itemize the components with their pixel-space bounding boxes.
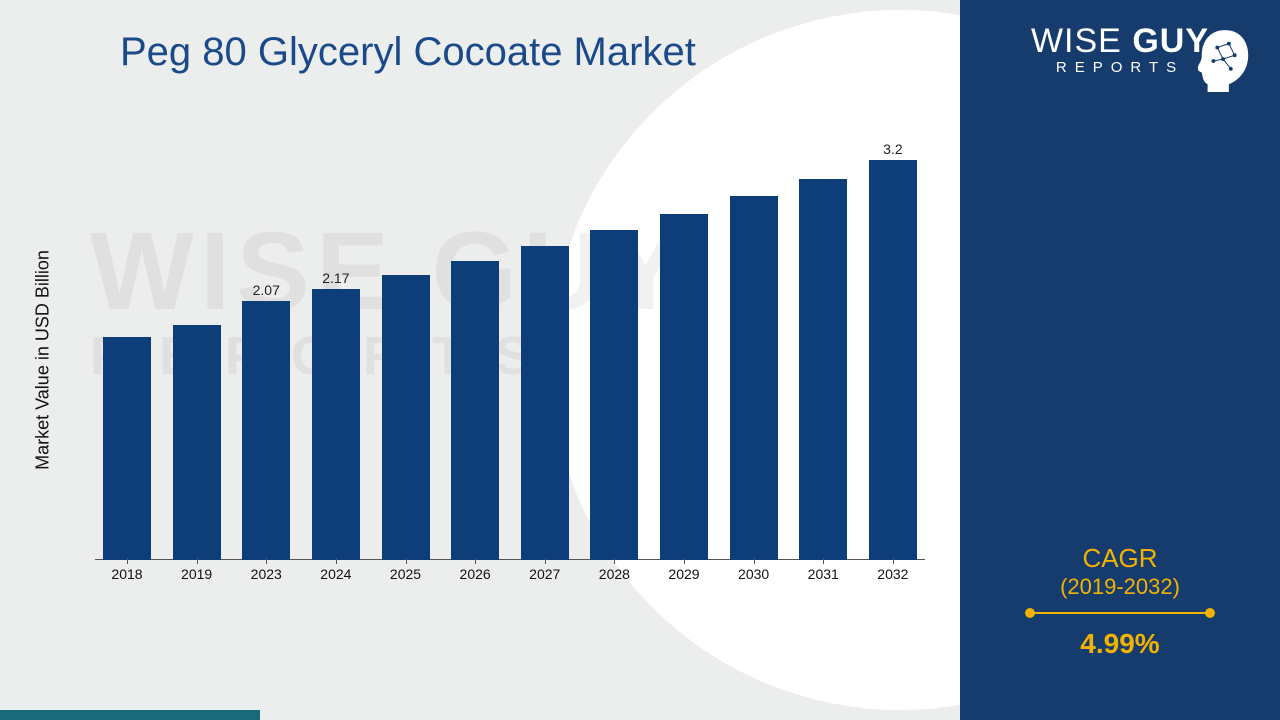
brand-logo: WISE GUY REPORTS	[990, 22, 1250, 76]
cagr-divider	[1030, 612, 1210, 614]
x-axis-category: 2030	[726, 560, 782, 590]
market-chart-card: WISE GUY REPORTS Peg 80 Glyceryl Cocoate…	[0, 0, 1280, 720]
bar-rect	[382, 275, 430, 560]
x-axis-category: 2026	[447, 560, 503, 590]
x-axis-category: 2027	[517, 560, 573, 590]
ai-head-icon	[1196, 28, 1254, 96]
bar-value-label: 3.2	[883, 141, 902, 157]
bar-rect	[173, 325, 221, 560]
y-axis-label: Market Value in USD Billion	[33, 250, 54, 470]
bar-rect	[521, 246, 569, 560]
bar-2027	[517, 227, 573, 560]
bar-2026	[447, 242, 503, 560]
bar-rect	[660, 214, 708, 560]
bar-rect	[242, 301, 290, 560]
x-axis-category: 2019	[169, 560, 225, 590]
bar-2023: 2.07	[238, 282, 294, 560]
bar-rect	[730, 196, 778, 560]
bar-rect	[799, 179, 847, 560]
plot-area: 2.07 2.17 3.2	[95, 130, 925, 560]
x-axis-category: 2018	[99, 560, 155, 590]
x-axis-category: 2025	[378, 560, 434, 590]
bar-value-label: 2.17	[322, 270, 349, 286]
bar-2030	[726, 177, 782, 560]
x-axis-category: 2032	[865, 560, 921, 590]
bar-2031	[795, 160, 851, 560]
bar-2028	[586, 211, 642, 560]
x-axis-labels: 2018 2019 2023 2024 2025 2026 2027 2028 2029 2030…	[95, 560, 925, 590]
bar-2024: 2.17	[308, 270, 364, 560]
bar-2018	[99, 318, 155, 560]
cagr-period: (2019-2032)	[1020, 574, 1220, 600]
bar-2032: 3.2	[865, 141, 921, 560]
x-axis-category: 2024	[308, 560, 364, 590]
bar-container: 2.07 2.17 3.2	[95, 130, 925, 560]
bar-2019	[169, 306, 225, 560]
footer-accent-bar	[0, 710, 260, 720]
bar-rect	[869, 160, 917, 560]
bar-value-label: 2.07	[253, 282, 280, 298]
cagr-value: 4.99%	[1020, 628, 1220, 660]
x-axis-category: 2029	[656, 560, 712, 590]
bar-chart: Market Value in USD Billion 2.072.173.2 …	[55, 130, 925, 590]
bar-rect	[312, 289, 360, 560]
x-axis-category: 2028	[586, 560, 642, 590]
bar-rect	[103, 337, 151, 560]
x-axis-category: 2031	[795, 560, 851, 590]
bar-2025	[378, 256, 434, 560]
bar-2029	[656, 195, 712, 560]
bar-rect	[590, 230, 638, 560]
cagr-label: CAGR	[1020, 543, 1220, 574]
bar-rect	[451, 261, 499, 560]
x-axis-category: 2023	[238, 560, 294, 590]
chart-title: Peg 80 Glyceryl Cocoate Market	[120, 30, 696, 75]
cagr-summary: CAGR (2019-2032) 4.99%	[1020, 543, 1220, 660]
